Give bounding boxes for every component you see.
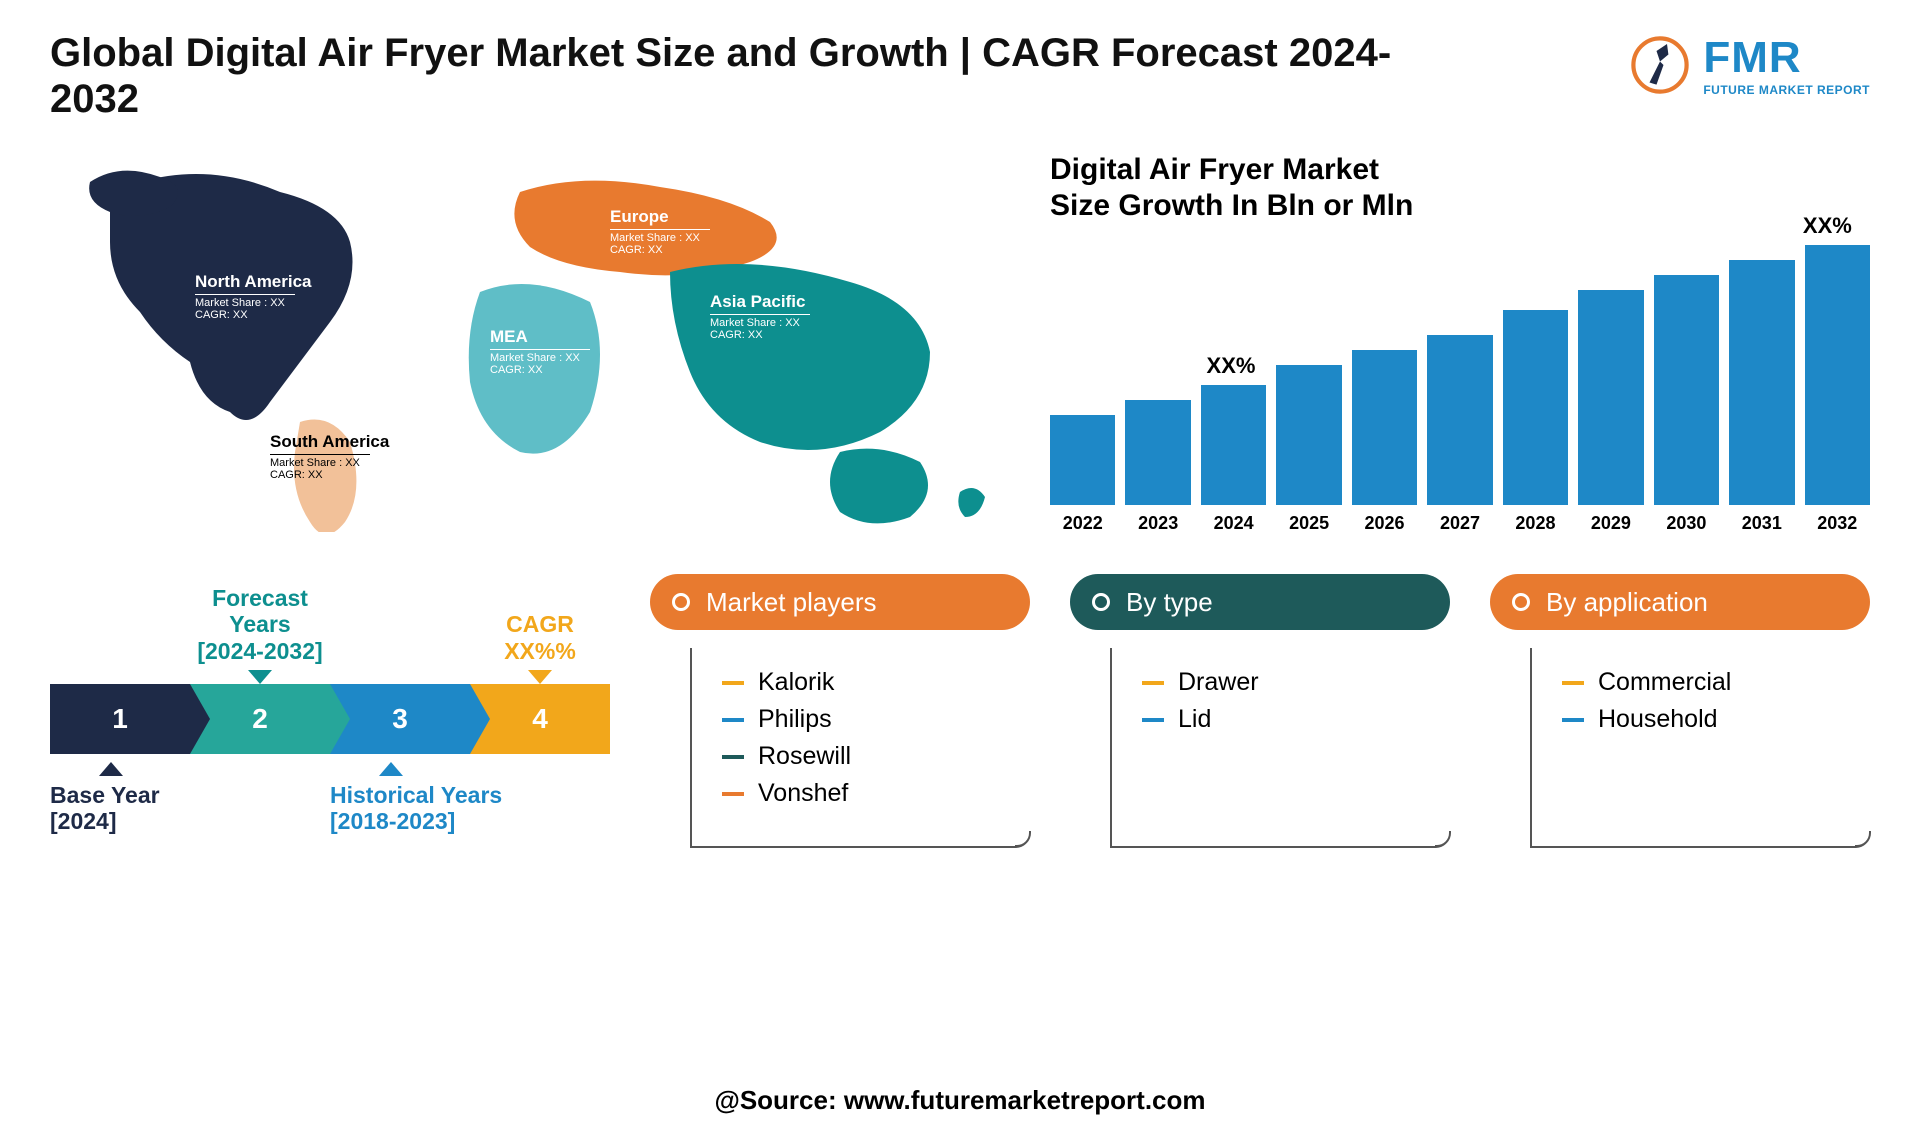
bar [1201,385,1266,505]
bar-year-label: 2024 [1214,513,1254,534]
bar [1654,275,1719,505]
tick-icon [1562,681,1584,685]
timeline-top-label: Forecast Years[2024-2032] [190,585,330,684]
bar-column: 2030 [1654,275,1719,534]
bar-column: 2026 [1352,350,1417,534]
panel-item-label: Rosewill [758,742,851,771]
bullet-icon [672,593,690,611]
region-europe: Europe Market Share : XX CAGR: XX [610,207,710,256]
bar-column: 2023 [1125,400,1190,534]
bar-column: 2024 [1201,385,1266,534]
bar-year-label: 2027 [1440,513,1480,534]
panel-title: By application [1546,587,1708,618]
bar [1050,415,1115,505]
region-south-america: South America Market Share : XX CAGR: XX [270,432,389,481]
tick-icon [722,681,744,685]
panel-title: Market players [706,587,877,618]
panel-item-label: Lid [1178,705,1211,734]
world-map: North America Market Share : XX CAGR: XX… [50,152,1010,532]
panel-item-label: Commercial [1598,668,1731,697]
timeline: Forecast Years[2024-2032] CAGRXX%% 1234 B… [50,574,610,882]
bar-annotation: XX% [1207,353,1256,379]
bar [1276,365,1341,505]
panel-item: Philips [722,705,1010,734]
tick-icon [722,792,744,796]
bar [1805,245,1870,505]
bar [1503,310,1568,505]
region-asia-pacific: Asia Pacific Market Share : XX CAGR: XX [710,292,810,341]
bar-annotation: XX% [1803,213,1852,239]
bar-year-label: 2028 [1515,513,1555,534]
timeline-segment: 4 [470,684,610,754]
panel-item: Lid [1142,705,1430,734]
bar-year-label: 2026 [1365,513,1405,534]
tick-icon [722,718,744,722]
panel-body: Drawer Lid [1110,648,1450,848]
timeline-bottom-label: Historical Years[2018-2023] [330,762,526,835]
bar [1729,260,1794,505]
region-mea: MEA Market Share : XX CAGR: XX [490,327,590,376]
panel-title: By type [1126,587,1213,618]
tick-icon [722,755,744,759]
bar-column: 2028 [1503,310,1568,534]
bar [1578,290,1643,505]
panel-body: Kalorik Philips Rosewill Vonshef [690,648,1030,848]
bar-year-label: 2025 [1289,513,1329,534]
bar-year-label: 2031 [1742,513,1782,534]
panel-item: Drawer [1142,668,1430,697]
timeline-segment: 3 [330,684,470,754]
panel-item-label: Kalorik [758,668,834,697]
bar-column: 2029 [1578,290,1643,534]
bar [1427,335,1492,505]
bar-year-label: 2023 [1138,513,1178,534]
panel-header: Market players [650,574,1030,630]
info-panel: By application Commercial Household [1490,574,1870,848]
bar-column: 2031 [1729,260,1794,534]
bar-year-label: 2022 [1063,513,1103,534]
page-title: Global Digital Air Fryer Market Size and… [50,30,1410,122]
brand-logo: FMR FUTURE MARKET REPORT [1625,30,1870,100]
info-panel: Market players Kalorik Philips Rosewill Vons… [650,574,1030,848]
bullet-icon [1092,593,1110,611]
panel-item-label: Vonshef [758,779,848,808]
info-panel: By type Drawer Lid [1070,574,1450,848]
region-north-america: North America Market Share : XX CAGR: XX [195,272,312,321]
timeline-top-label: CAGRXX%% [470,611,610,684]
panel-item: Vonshef [722,779,1010,808]
panel-item-label: Household [1598,705,1718,734]
timeline-bottom-label: Base Year[2024] [50,762,246,835]
panel-item-label: Philips [758,705,832,734]
growth-bar-chart: Digital Air Fryer Market Size Growth In … [1050,152,1870,534]
tick-icon [1142,681,1164,685]
logo-icon [1625,30,1695,100]
timeline-segment: 2 [190,684,330,754]
panel-body: Commercial Household [1530,648,1870,848]
bar-column: 2025 [1276,365,1341,534]
bar [1352,350,1417,505]
panel-item: Commercial [1562,668,1850,697]
tick-icon [1562,718,1584,722]
bar-column: 2022 [1050,415,1115,534]
bullet-icon [1512,593,1530,611]
bar-year-label: 2032 [1817,513,1857,534]
panel-item: Kalorik [722,668,1010,697]
panel-header: By type [1070,574,1450,630]
chart-title: Digital Air Fryer Market Size Growth In … [1050,152,1430,224]
panel-item: Household [1562,705,1850,734]
timeline-segment: 1 [50,684,190,754]
bar-column: 2032 [1805,245,1870,534]
source-attribution: @Source: www.futuremarketreport.com [0,1085,1920,1116]
bar-year-label: 2029 [1591,513,1631,534]
bar-year-label: 2030 [1666,513,1706,534]
panel-item: Rosewill [722,742,1010,771]
bar-column: 2027 [1427,335,1492,534]
logo-main-text: FMR [1703,33,1870,83]
bar [1125,400,1190,505]
logo-sub-text: FUTURE MARKET REPORT [1703,83,1870,97]
tick-icon [1142,718,1164,722]
panel-header: By application [1490,574,1870,630]
panel-item-label: Drawer [1178,668,1259,697]
